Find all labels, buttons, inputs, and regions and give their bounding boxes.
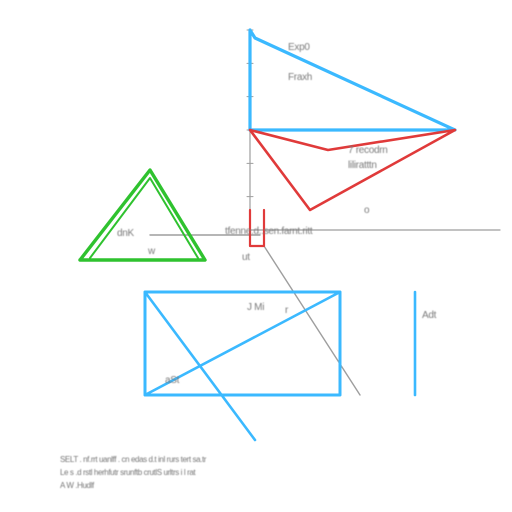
label-box3: aSt <box>165 375 179 387</box>
label-tri2: w <box>148 246 155 258</box>
footer-line2: Le s .d rstl herhfutr srunftb crutlS url… <box>60 468 195 478</box>
label-axis: ut <box>242 252 250 264</box>
label-mid: tfenne.d..sen.farnt.ritt <box>225 226 312 238</box>
label-right2: liliratttn <box>348 160 377 172</box>
label-right1: 7 recodrn <box>348 145 388 157</box>
label-top2: Fraxh <box>288 72 312 84</box>
label-rt3: o <box>364 205 369 217</box>
label-box1: J Mi <box>247 302 264 314</box>
footer-line3: A W .Hudlf <box>60 481 94 491</box>
diagram-canvas <box>0 0 512 512</box>
label-box2: r <box>285 305 288 317</box>
label-farR: Adt <box>422 310 436 322</box>
footer-line1: SELT . nf.rrt uanlff . cn edas d.t inl r… <box>60 455 206 465</box>
label-tri1: dnK <box>117 228 134 240</box>
label-top1: Exp0 <box>288 42 310 54</box>
